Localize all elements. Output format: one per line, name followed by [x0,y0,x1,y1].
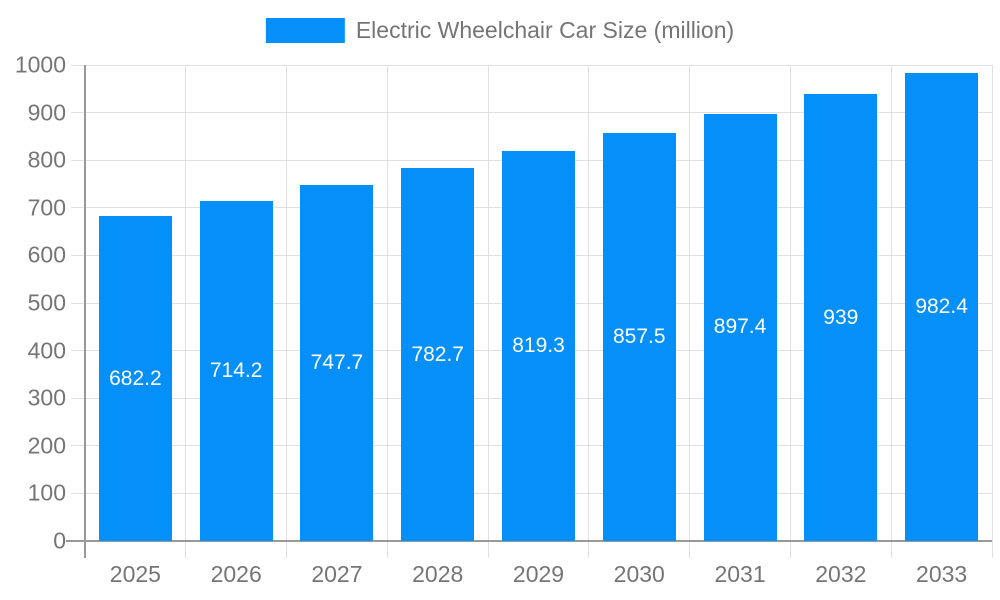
bar[interactable] [603,132,676,541]
x-axis-line [66,540,992,542]
gridline-vertical [487,65,489,558]
y-axis-tick-label: 800 [27,146,66,173]
y-axis-tick-label: 300 [27,384,66,411]
gridline-vertical [991,65,993,558]
y-axis-tick-label: 600 [27,241,66,268]
gridline-vertical [689,65,691,558]
x-axis-tick-label: 2030 [613,561,665,587]
gridline-vertical [286,65,288,558]
y-axis-line [84,65,86,558]
y-axis-tick-label: 700 [27,194,66,221]
gridline-vertical [890,65,892,558]
x-axis-tick-label: 2027 [311,561,363,587]
gridline-horizontal [71,64,992,66]
legend-swatch-icon [265,18,345,44]
y-axis-tick-label: 100 [27,479,66,506]
bar-value-label: 682.2 [109,366,162,390]
bar-value-label: 897.4 [713,315,767,339]
y-axis-tick-label: 400 [27,337,66,364]
bar-value-label: 782.7 [411,342,464,366]
x-axis-tick-label: 2026 [210,561,262,587]
bar[interactable] [502,151,575,541]
x-axis-tick-label: 2032 [815,561,867,587]
y-axis-tick-label: 900 [27,99,66,126]
legend-label: Electric Wheelchair Car Size (million) [355,17,735,43]
bar-value-label: 857.5 [612,324,666,348]
bar[interactable] [200,201,273,541]
bar-value-label: 982.4 [915,295,968,319]
bar[interactable] [704,113,777,541]
x-axis-tick-label: 2025 [109,561,161,587]
bar[interactable] [99,216,172,541]
bar-value-label: 939 [823,305,859,329]
y-axis-tick-label: 500 [27,289,66,316]
gridline-vertical [386,65,388,558]
x-axis-tick-label: 2028 [412,561,464,587]
gridline-vertical [789,65,791,558]
bar[interactable] [905,73,978,541]
bar[interactable] [300,185,373,541]
y-axis-tick-label: 1000 [14,51,66,78]
legend[interactable]: Electric Wheelchair Car Size (million) [265,17,735,45]
x-axis-tick-label: 2033 [916,561,968,587]
gridline-vertical [185,65,187,558]
x-axis-tick-label: 2029 [512,561,565,587]
gridline-horizontal [71,112,992,114]
bar-value-label: 819.3 [512,334,565,357]
gridline-vertical [588,65,590,558]
bar[interactable] [804,94,877,541]
bar-value-label: 747.7 [310,351,364,375]
bar[interactable] [401,168,474,541]
y-axis-tick-label: 200 [27,432,66,459]
y-axis-tick-label: 0 [53,527,66,554]
x-axis-tick-label: 2031 [714,561,766,587]
bar-value-label: 714.2 [209,359,263,383]
